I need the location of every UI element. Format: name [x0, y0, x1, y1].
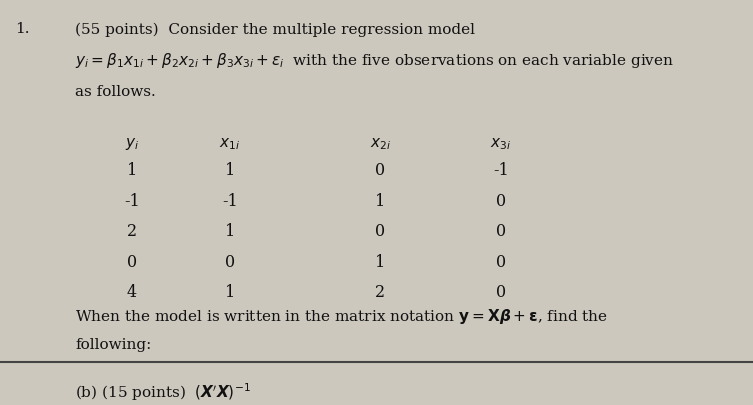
Text: When the model is written in the matrix notation $\mathbf{y} = \mathbf{X}\boldsy: When the model is written in the matrix … [75, 306, 608, 325]
Text: (b) (15 points)  $(\boldsymbol{X}'\boldsymbol{X})^{-1}$: (b) (15 points) $(\boldsymbol{X}'\boldsy… [75, 381, 251, 402]
Text: 2: 2 [375, 284, 386, 301]
Text: -1: -1 [124, 192, 139, 209]
Text: 0: 0 [127, 253, 137, 270]
Text: 0: 0 [495, 192, 506, 209]
Text: following:: following: [75, 337, 151, 351]
Text: -1: -1 [493, 162, 508, 179]
Text: $x_{2i}$: $x_{2i}$ [370, 136, 391, 151]
Text: 1: 1 [375, 253, 386, 270]
Text: 0: 0 [224, 253, 235, 270]
Text: 4: 4 [127, 284, 137, 301]
Text: 1: 1 [224, 162, 235, 179]
Text: 0: 0 [375, 223, 386, 240]
Text: 1: 1 [127, 162, 137, 179]
Text: $x_{1i}$: $x_{1i}$ [219, 136, 240, 151]
Text: 0: 0 [495, 223, 506, 240]
Text: 1: 1 [375, 192, 386, 209]
Text: $y_i$: $y_i$ [125, 136, 139, 151]
Text: -1: -1 [222, 192, 237, 209]
Text: 1: 1 [224, 284, 235, 301]
Text: $y_i = \beta_1 x_{1i} + \beta_2 x_{2i} + \beta_3 x_{3i} + \varepsilon_i$  with t: $y_i = \beta_1 x_{1i} + \beta_2 x_{2i} +… [75, 51, 675, 70]
Text: 1: 1 [224, 223, 235, 240]
Text: 0: 0 [375, 162, 386, 179]
Text: $x_{3i}$: $x_{3i}$ [490, 136, 511, 151]
Text: as follows.: as follows. [75, 85, 156, 99]
Text: 1.: 1. [15, 22, 29, 36]
Text: (55 points)  Consider the multiple regression model: (55 points) Consider the multiple regres… [75, 22, 475, 36]
Text: 0: 0 [495, 284, 506, 301]
Text: 2: 2 [127, 223, 137, 240]
Text: 0: 0 [495, 253, 506, 270]
